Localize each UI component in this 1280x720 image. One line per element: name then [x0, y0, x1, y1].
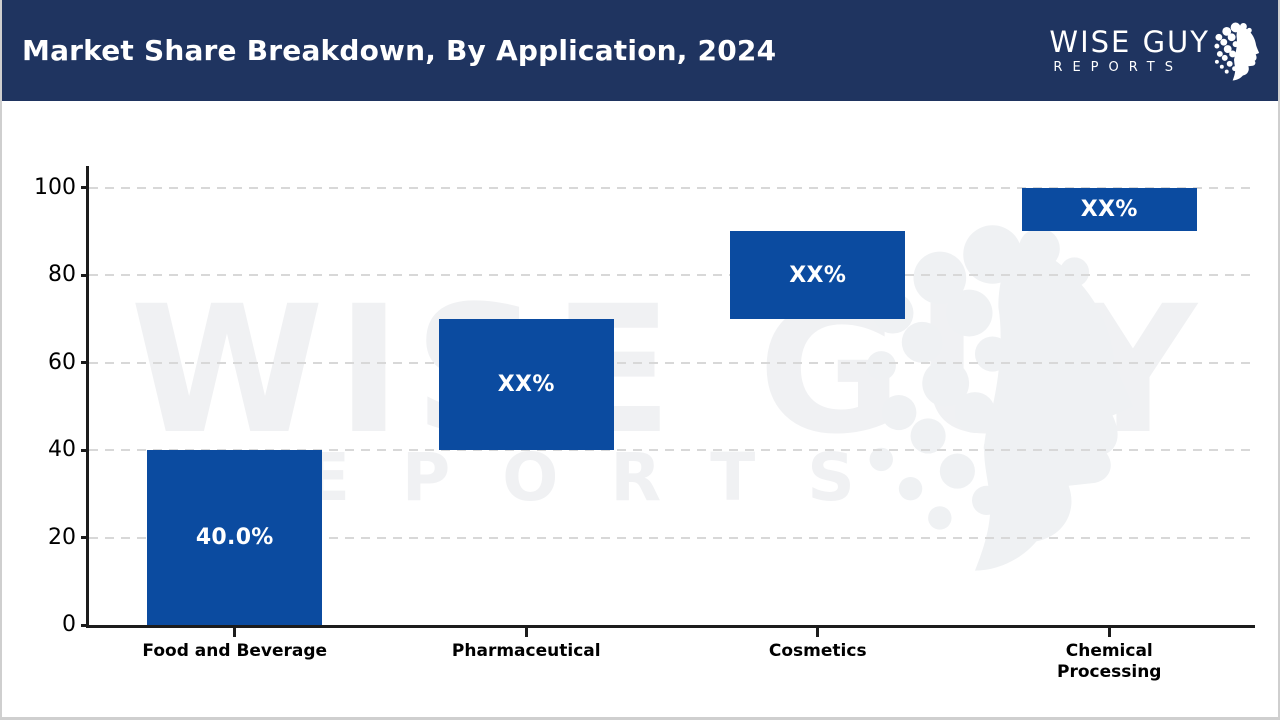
bar-value-label: XX% — [1080, 196, 1138, 222]
x-tick-mark — [1107, 628, 1111, 637]
gridline-y-60 — [89, 361, 1255, 364]
bar-value-label: XX% — [789, 262, 847, 288]
plot-area: 0 20 40 60 80 100 40.0% Food and Beverage XX% Pha… — [2, 101, 1278, 717]
wise-guy-reports-logo: WISE GUY REPORTS — [1049, 13, 1266, 89]
logo-wordmark: WISE GUY — [1049, 24, 1210, 59]
gridline-y-100 — [89, 186, 1255, 189]
y-tick-label: 0 — [62, 612, 76, 637]
x-category-label: Chemical Processing — [1057, 641, 1162, 683]
y-tick-label: 80 — [48, 262, 76, 287]
gridline-y-80 — [89, 274, 1255, 276]
y-tick-mark — [81, 536, 89, 539]
x-tick-mark — [233, 628, 237, 637]
x-category-label: Pharmaceutical — [451, 641, 601, 661]
bar-chemical-processing: XX% — [1021, 187, 1197, 232]
gridline-y-40 — [89, 449, 1255, 451]
y-tick-mark — [81, 448, 89, 452]
y-tick-mark — [81, 361, 89, 364]
logo-subtitle: REPORTS — [1053, 59, 1184, 75]
x-category-label: Food and Beverage — [142, 641, 328, 661]
page-title: Market Share Breakdown, By Application, … — [22, 34, 777, 67]
x-tick-mark — [816, 628, 820, 637]
y-tick-label: 100 — [34, 174, 76, 200]
bar-pharmaceutical: XX% — [438, 318, 614, 450]
bar-cosmetics: XX% — [730, 231, 906, 319]
x-axis-line — [86, 625, 1255, 628]
bar-value-label: 40.0% — [195, 525, 274, 550]
chart-area: WISE GUY REPORTS 0 20 40 60 80 100 40.0% Food a… — [2, 101, 1278, 717]
y-tick-label: 60 — [48, 349, 76, 375]
x-category-label: Cosmetics — [768, 641, 867, 661]
y-axis-line — [86, 165, 89, 628]
bar-value-label: XX% — [497, 371, 555, 397]
y-tick-label: 20 — [48, 524, 76, 550]
x-tick-mark — [524, 628, 528, 637]
y-tick-mark — [81, 273, 89, 277]
dotted-face-icon — [1214, 22, 1260, 80]
gridline-y-20 — [89, 536, 1255, 539]
header-banner: Market Share Breakdown, By Application, … — [2, 0, 1278, 101]
bar-food-and-beverage: 40.0% — [147, 450, 323, 625]
y-tick-label: 40 — [48, 437, 76, 462]
y-tick-mark — [81, 186, 89, 189]
y-tick-mark — [81, 623, 89, 627]
logo-text: WISE GUY REPORTS — [1049, 24, 1210, 75]
